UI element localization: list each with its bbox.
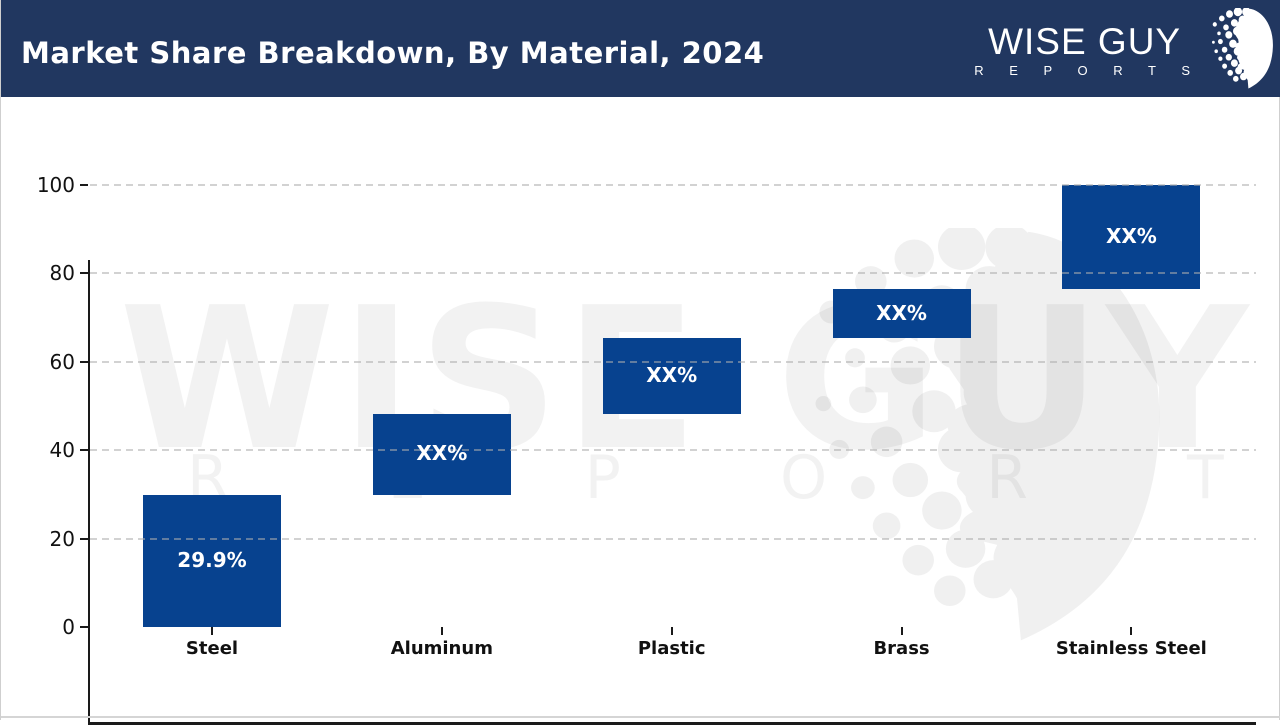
y-tick-label: 0 [62, 615, 75, 639]
x-axis-label-aluminum: Aluminum [390, 638, 493, 659]
gridline-100 [90, 183, 1256, 186]
y-axis-spine [88, 260, 90, 724]
logo-face-icon [1212, 8, 1273, 89]
x-axis-label-brass: Brass [873, 638, 930, 659]
y-tick-label: 20 [49, 526, 75, 551]
bar-aluminum [372, 414, 511, 495]
bar-steel [143, 494, 281, 627]
chart-area: 0 20 40 60 80 100 29.9% Steel XX% Aluminum XX% Plas… [1, 97, 1280, 725]
x-axis-label-stainless-steel: Stainless Steel [1055, 638, 1207, 659]
y-tick-label: 80 [49, 261, 75, 285]
gridline-40 [90, 449, 1256, 451]
logo: WISE GUY R E P O R T S [968, 6, 1275, 92]
bar-label-steel: 29.9% [177, 547, 247, 572]
logo-text-block: WISE GUY R E P O R T S [968, 20, 1201, 79]
bar-brass [832, 288, 971, 339]
y-tick [80, 537, 88, 540]
gridline-60 [90, 360, 1256, 363]
bar-label-brass: XX% [876, 300, 927, 325]
page-title: Market Share Breakdown, By Material, 202… [21, 36, 765, 70]
gridline-20 [90, 537, 1256, 540]
bar-label-stainless-steel: XX% [1105, 223, 1157, 248]
y-tick [80, 449, 88, 451]
x-axis-label-plastic: Plastic [637, 638, 706, 659]
y-tick [80, 183, 88, 186]
logo-reports-label: R E P O R T S [974, 63, 1201, 79]
bar-plastic [602, 338, 741, 415]
y-tick [80, 626, 88, 628]
y-tick [80, 272, 88, 274]
x-axis-label-steel: Steel [185, 638, 239, 659]
page-bottom-rule [1, 716, 1280, 718]
x-tick [1130, 627, 1133, 635]
header-bar: Market Share Breakdown, By Material, 202… [1, 0, 1280, 97]
y-tick-label: 100 [36, 172, 75, 197]
bar-label-aluminum: XX% [416, 441, 468, 466]
bar-label-plastic: XX% [646, 363, 698, 388]
x-tick [900, 627, 903, 635]
gridline-80 [90, 272, 1256, 274]
x-tick [440, 627, 443, 635]
y-tick [80, 360, 88, 363]
logo-wordmark: WISE GUY [988, 20, 1182, 62]
x-tick [670, 627, 673, 635]
bar-stainless-steel [1062, 184, 1201, 289]
y-tick-label: 40 [49, 438, 75, 462]
x-tick [211, 627, 213, 635]
y-tick-label: 60 [49, 349, 75, 374]
